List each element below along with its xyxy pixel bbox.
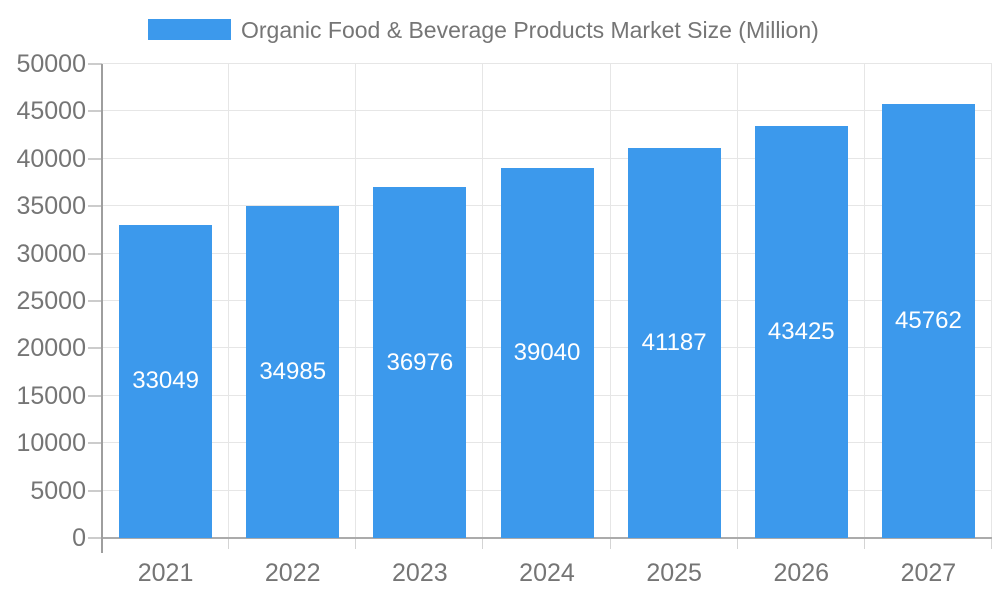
bar-value-label: 39040	[513, 338, 581, 366]
bar[interactable]: 33049	[119, 224, 213, 538]
y-tick	[88, 157, 102, 160]
x-axis-line	[102, 537, 992, 539]
bar[interactable]: 45762	[881, 104, 975, 538]
bar-value-label: 45762	[895, 307, 962, 335]
y-axis-label: 30000	[16, 239, 86, 268]
y-axis-label: 15000	[16, 381, 86, 410]
bar[interactable]: 43425	[754, 126, 848, 538]
legend-swatch	[148, 19, 231, 40]
y-axis-label: 40000	[16, 144, 86, 173]
y-axis-line	[101, 64, 103, 553]
y-axis-label: 45000	[16, 97, 86, 126]
x-gridline	[736, 64, 738, 538]
x-axis-label: 2026	[773, 559, 830, 587]
y-gridline	[102, 63, 992, 64]
y-gridline	[102, 110, 992, 112]
x-gridline	[609, 64, 611, 538]
x-axis-label: 2021	[137, 559, 194, 587]
y-axis-label: 5000	[30, 476, 86, 505]
x-tick	[355, 538, 357, 549]
bar[interactable]: 36976	[373, 187, 467, 538]
x-gridline	[991, 64, 992, 538]
legend: Organic Food & Beverage Products Market …	[0, 0, 1000, 50]
y-tick	[88, 347, 102, 350]
x-axis-label: 2027	[900, 559, 957, 587]
bar-value-label: 41187	[641, 328, 707, 356]
y-tick	[88, 394, 102, 397]
y-axis-label: 25000	[16, 287, 86, 315]
y-tick	[88, 205, 102, 208]
y-axis-label: 50000	[16, 50, 86, 78]
bar-value-label: 34985	[259, 358, 327, 386]
x-gridline	[482, 64, 484, 538]
x-gridline	[228, 64, 230, 538]
bar-value-label: 36976	[386, 348, 454, 376]
x-axis-label: 2024	[519, 559, 575, 587]
y-tick	[88, 442, 102, 445]
y-axis-label: 20000	[16, 334, 86, 363]
bar[interactable]: 39040	[500, 167, 594, 538]
bar[interactable]: 41187	[627, 147, 721, 538]
y-tick	[88, 537, 102, 539]
y-tick	[88, 252, 102, 255]
x-tick	[736, 538, 738, 549]
x-axis-label: 2022	[264, 559, 321, 587]
x-tick	[609, 538, 611, 549]
y-axis-label: 0	[72, 524, 86, 552]
y-tick	[88, 300, 102, 302]
x-axis-label: 2023	[392, 559, 448, 587]
y-axis-label: 35000	[16, 192, 86, 221]
x-gridline	[355, 64, 357, 538]
y-axis-label: 10000	[16, 429, 86, 458]
y-tick	[88, 110, 102, 113]
y-gridline	[102, 157, 992, 159]
x-tick	[991, 538, 992, 549]
x-gridline	[863, 64, 865, 538]
x-tick	[482, 538, 484, 549]
y-tick	[88, 489, 102, 492]
bar[interactable]: 34985	[246, 206, 340, 538]
bar-value-label: 33049	[132, 367, 199, 395]
legend-label: Organic Food & Beverage Products Market …	[241, 17, 819, 43]
y-tick	[88, 63, 102, 65]
x-tick	[863, 538, 865, 549]
bar-value-label: 43425	[767, 318, 835, 346]
x-tick	[228, 538, 230, 549]
x-axis-label: 2025	[646, 559, 702, 587]
